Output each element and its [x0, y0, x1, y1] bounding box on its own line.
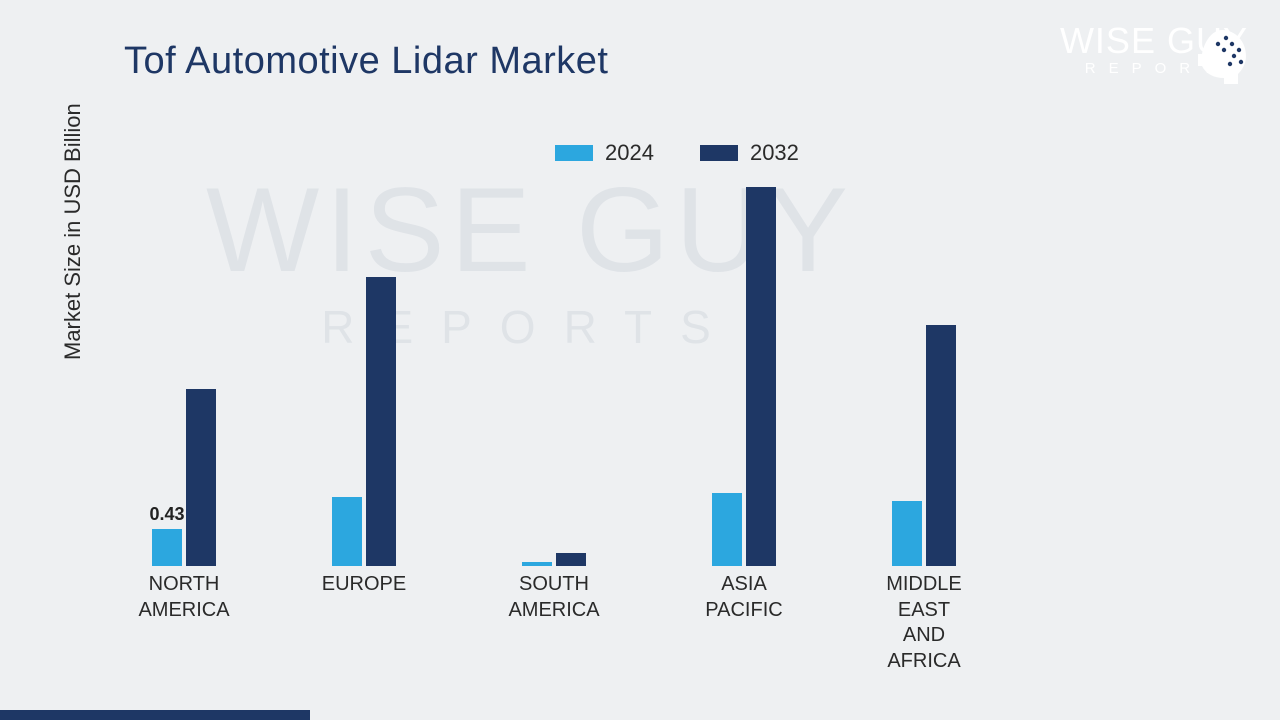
bar-value-label: 0.43	[149, 504, 184, 525]
chart-legend: 2024 2032	[555, 140, 799, 166]
bar-pair	[844, 178, 1004, 566]
x-axis-category-label: NORTHAMERICA	[104, 572, 264, 623]
legend-swatch-2032	[700, 145, 738, 161]
chart-plot-area: 0.43	[104, 178, 1004, 566]
bar-series-b	[746, 187, 776, 566]
bar-series-b	[926, 325, 956, 566]
bar-group	[474, 178, 634, 566]
y-axis-label: Market Size in USD Billion	[60, 103, 86, 360]
bar-series-a	[332, 497, 362, 566]
bar-series-b	[186, 389, 216, 566]
x-axis-category-label: SOUTHAMERICA	[474, 572, 634, 623]
bar-series-a	[522, 562, 552, 566]
chart-title: Tof Automotive Lidar Market	[124, 40, 609, 83]
bar-pair	[474, 178, 634, 566]
x-axis-category-label: EUROPE	[284, 572, 444, 598]
x-axis-category-label: ASIAPACIFIC	[664, 572, 824, 623]
bar-series-b	[366, 277, 396, 566]
bottom-accent-bar	[0, 710, 310, 720]
legend-label-2024: 2024	[605, 140, 654, 166]
bar-group	[844, 178, 1004, 566]
logo-word-wise: WISE	[1060, 20, 1156, 61]
bar-group	[664, 178, 824, 566]
head-icon	[1184, 24, 1254, 94]
chart-slide: WISE GUY REPORTS Tof Automotive Lidar Ma…	[0, 0, 1280, 720]
bar-group	[284, 178, 444, 566]
bar-series-a	[152, 529, 182, 566]
legend-item-2032: 2032	[700, 140, 799, 166]
bar-pair	[664, 178, 824, 566]
legend-swatch-2024	[555, 145, 593, 161]
brand-logo: WISE GUY REPORTS	[1060, 20, 1248, 77]
bar-series-a	[892, 501, 922, 566]
legend-item-2024: 2024	[555, 140, 654, 166]
x-axis-category-label: MIDDLEEASTANDAFRICA	[844, 572, 1004, 674]
bar-pair	[284, 178, 444, 566]
bar-series-a	[712, 493, 742, 566]
legend-label-2032: 2032	[750, 140, 799, 166]
bar-series-b	[556, 553, 586, 566]
